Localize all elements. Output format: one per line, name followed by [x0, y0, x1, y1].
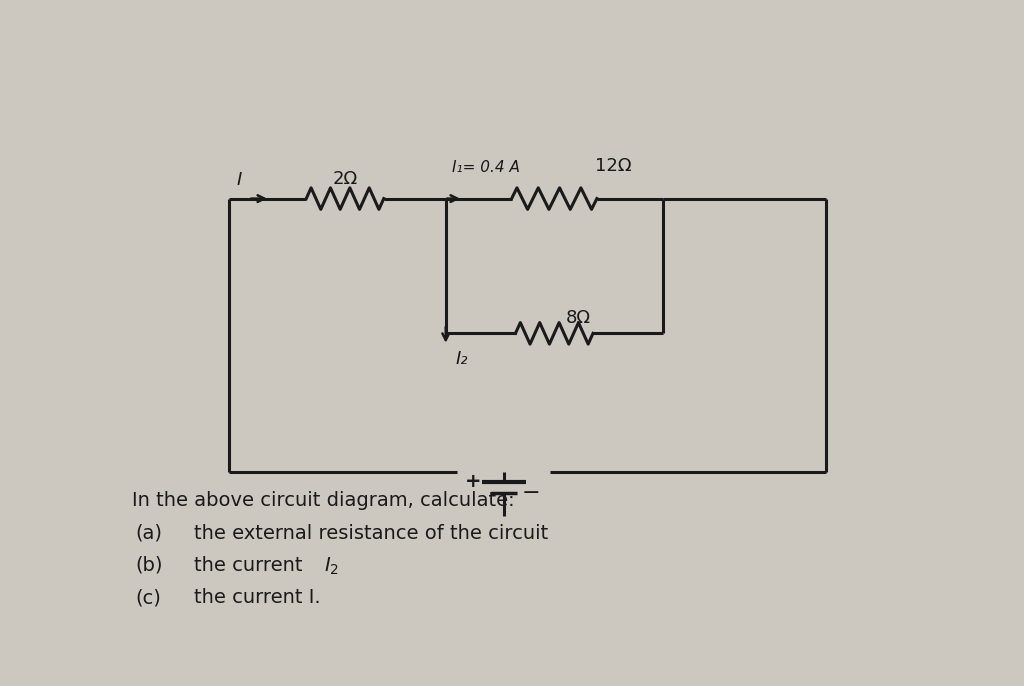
Text: the current: the current [194, 556, 308, 575]
Text: I₂: I₂ [455, 351, 468, 368]
Text: $I_2$: $I_2$ [324, 556, 339, 577]
Text: I: I [237, 172, 242, 189]
Text: In the above circuit diagram, calculate:: In the above circuit diagram, calculate: [132, 491, 514, 510]
Text: 12Ω: 12Ω [595, 158, 631, 176]
Text: −: − [521, 483, 541, 503]
Text: 2Ω: 2Ω [333, 170, 357, 188]
Text: +: + [465, 473, 481, 491]
Text: (c): (c) [136, 588, 162, 607]
Text: the external resistance of the circuit: the external resistance of the circuit [194, 523, 548, 543]
Text: (a): (a) [136, 523, 163, 543]
Text: 8Ω: 8Ω [566, 309, 591, 327]
Text: (b): (b) [136, 556, 163, 575]
Text: I₁= 0.4 A: I₁= 0.4 A [452, 161, 520, 176]
Text: the current I.: the current I. [194, 588, 321, 607]
